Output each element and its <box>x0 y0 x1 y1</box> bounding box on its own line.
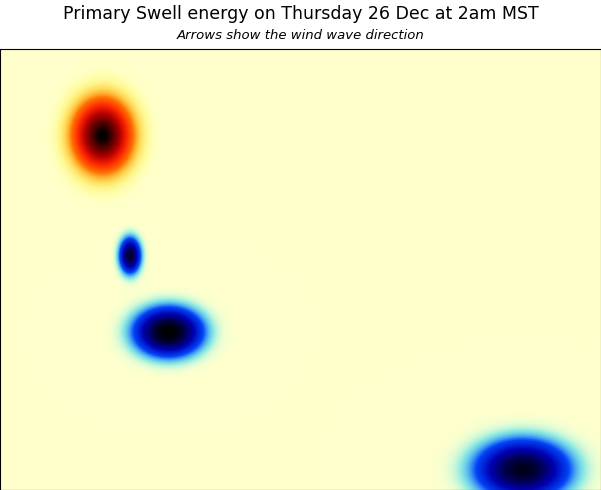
Text: Arrows show the wind wave direction: Arrows show the wind wave direction <box>177 29 424 42</box>
Text: Primary Swell energy on Thursday 26 Dec at 2am MST: Primary Swell energy on Thursday 26 Dec … <box>63 5 538 23</box>
